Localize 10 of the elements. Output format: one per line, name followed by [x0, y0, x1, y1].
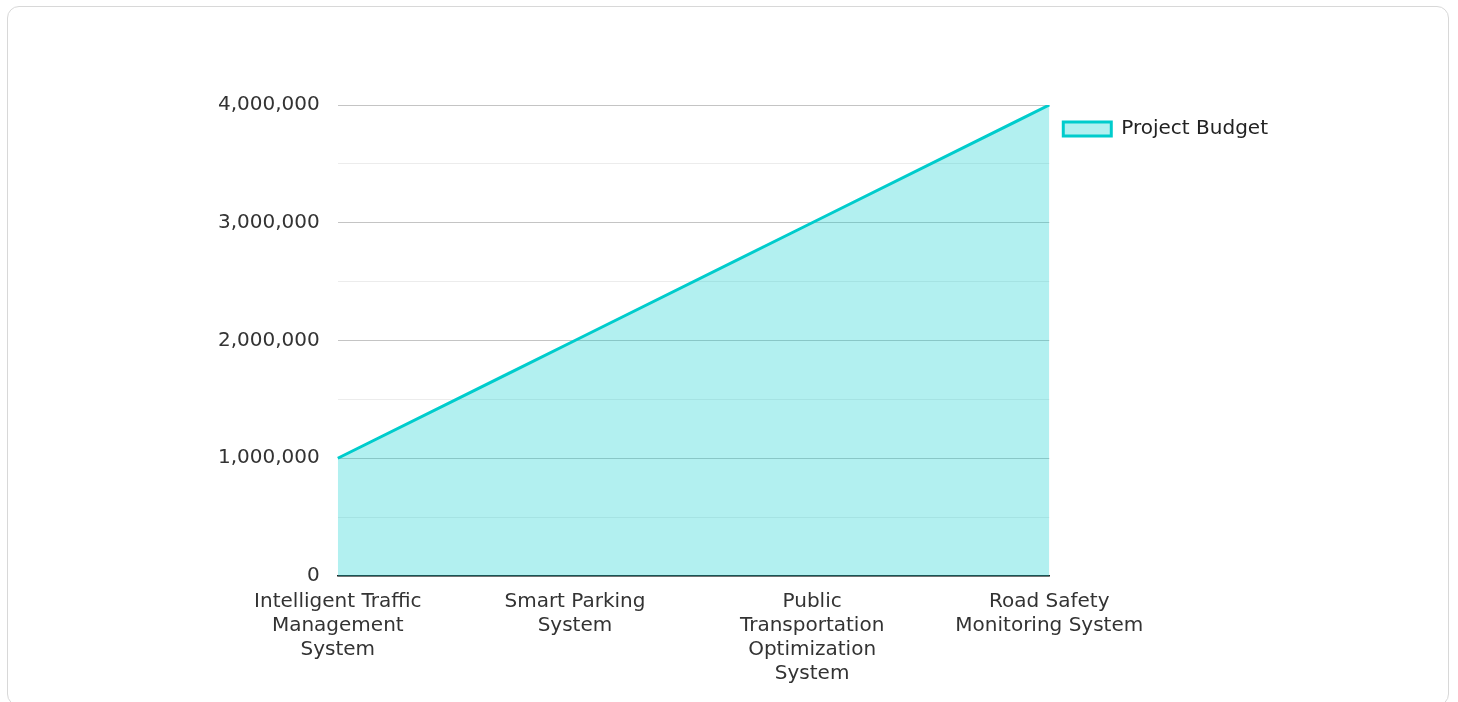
y-tick-label: 3,000,000 [217, 208, 320, 233]
x-tick-label: Intelligent Traffic Management System [254, 588, 422, 661]
x-tick-label: Road Safety Monitoring System [955, 588, 1144, 637]
legend-label: Project Budget [1121, 115, 1269, 140]
y-tick-label: 0 [307, 562, 320, 587]
y-tick-label: 1,000,000 [217, 444, 320, 469]
x-tick-label: Public Transportation Optimization System [738, 588, 885, 685]
x-tick-label: Smart Parking System [504, 588, 646, 637]
y-tick-label: 2,000,000 [217, 326, 320, 351]
y-tick-label: 4,000,000 [217, 91, 320, 116]
